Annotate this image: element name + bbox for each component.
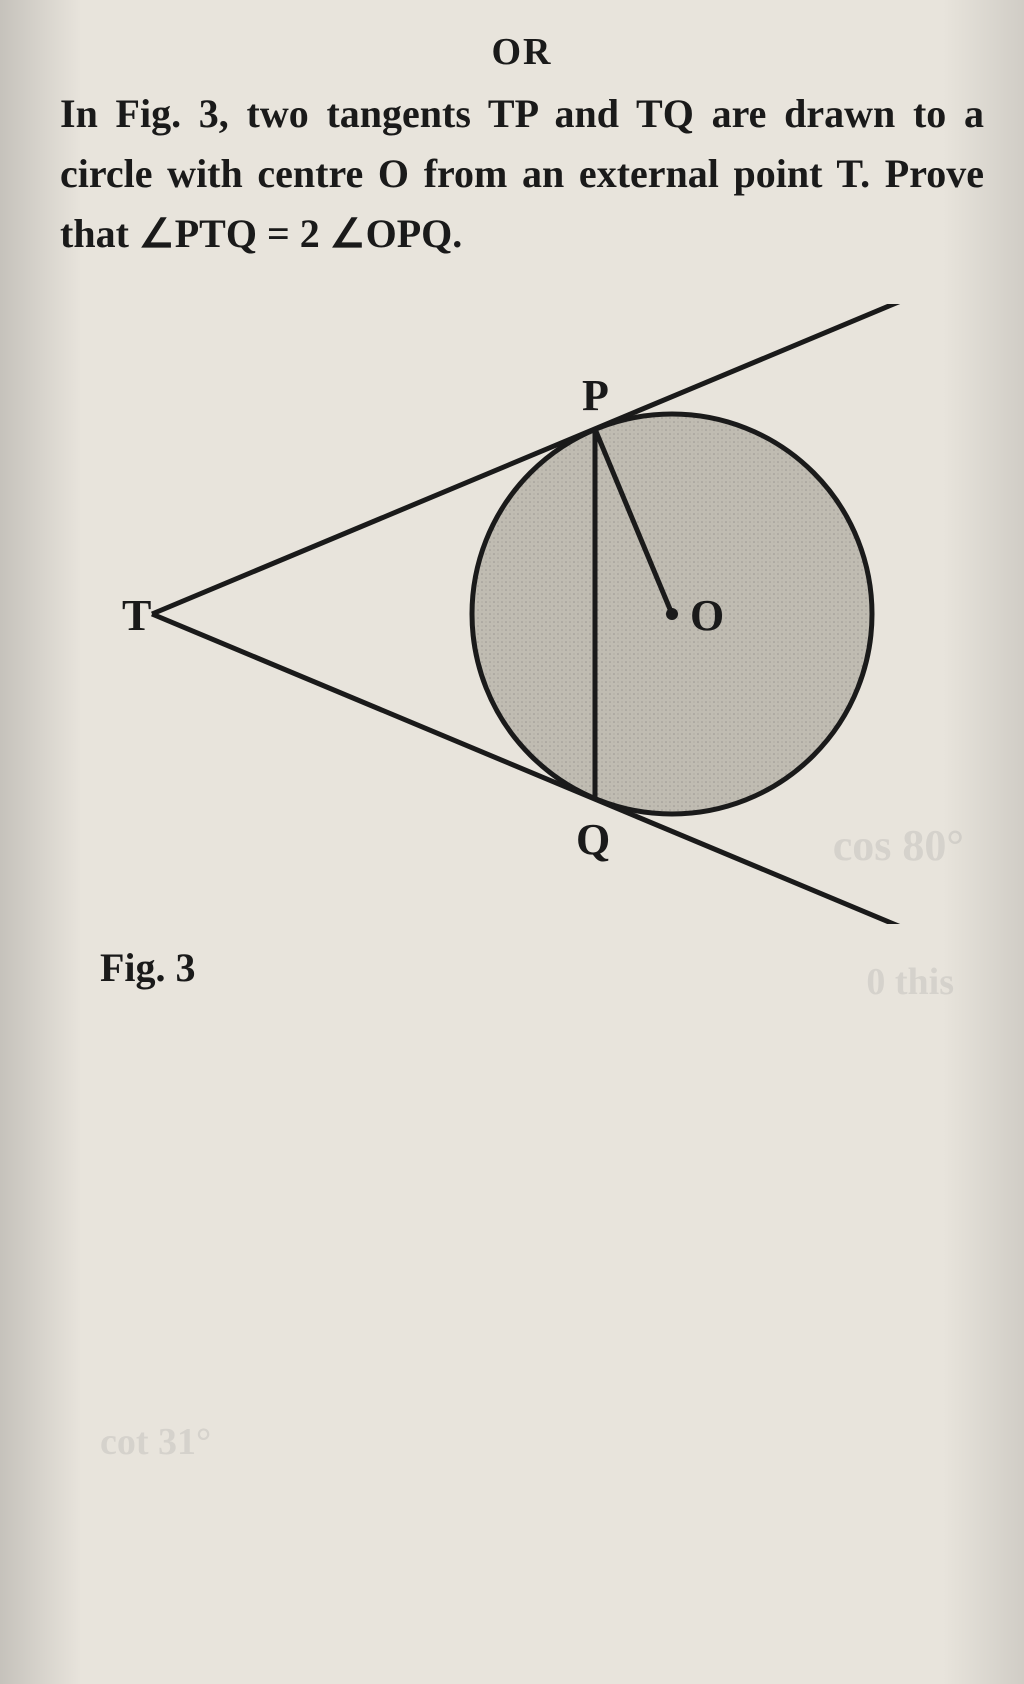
label-o: O [690,591,724,640]
problem-line-1: In Fig. 3, two tangents TP and TQ are dr… [60,91,895,136]
centre-dot [666,608,678,620]
figure-container: T P Q O [60,304,984,924]
label-q: Q [576,815,610,864]
geometry-figure: T P Q O [92,304,952,924]
ghost-text-2: cot 31° [100,1420,211,1464]
label-p: P [582,371,609,420]
problem-statement: In Fig. 3, two tangents TP and TQ are dr… [60,84,984,264]
label-t: T [122,591,151,640]
page-content: OR In Fig. 3, two tangents TP and TQ are… [0,0,1024,1031]
or-separator: OR [60,30,984,74]
figure-caption: Fig. 3 [100,944,984,991]
